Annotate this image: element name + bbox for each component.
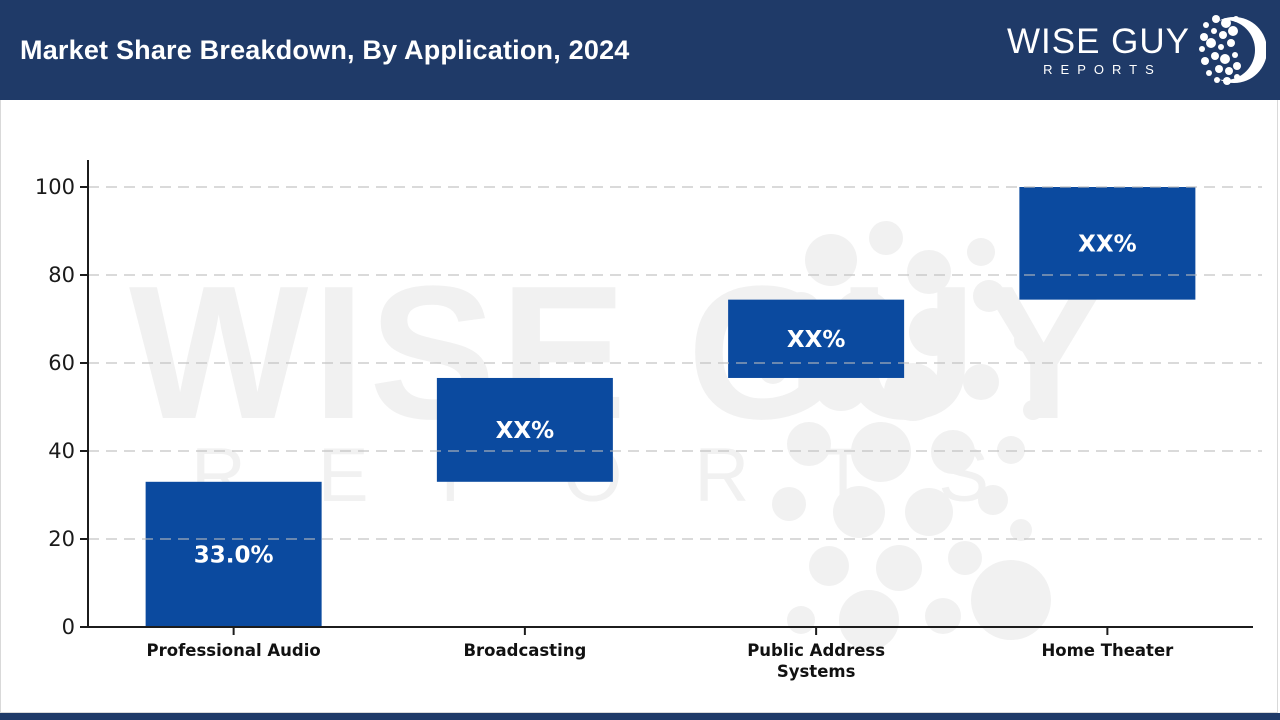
x-category-label: Professional Audio [147, 641, 321, 660]
chart-title: Market Share Breakdown, By Application, … [20, 34, 630, 65]
x-category-label: Public Address Systems [747, 641, 885, 681]
y-tick-label: 80 [48, 263, 75, 287]
bar-segment [145, 481, 322, 627]
x-category-label: Broadcasting [463, 641, 586, 660]
wise-guy-logo: WISE GUY REPORTS [1007, 8, 1266, 92]
y-tick-label: 60 [48, 351, 75, 375]
header-bar: Market Share Breakdown, By Application, … [0, 0, 1280, 100]
bar-value-label: XX% [1078, 231, 1137, 257]
logo-text: WISE GUY REPORTS [1006, 21, 1190, 78]
logo-subtitle: REPORTS [1043, 62, 1162, 78]
bar-segment [436, 377, 613, 482]
y-tick-label: 100 [35, 175, 75, 199]
bar-segment [1019, 187, 1196, 300]
footer-bar [0, 713, 1280, 720]
y-tick-label: 40 [48, 439, 75, 463]
y-tick-label: 20 [48, 527, 75, 551]
y-tick-label: 0 [62, 615, 75, 639]
x-category-label: Home Theater [1041, 641, 1174, 660]
waterfall-chart: 33.0% XX% XX% XX% 0 20 40 60 80 100 Professional A… [35, 160, 1262, 681]
bar-value-label: XX% [787, 327, 846, 353]
bar-value-label: 33.0% [194, 542, 274, 568]
bar-segment [728, 299, 905, 378]
logo-face-icon [1195, 15, 1266, 85]
logo-wordmark: WISE GUY [1006, 21, 1190, 61]
bar-value-label: XX% [496, 418, 555, 444]
